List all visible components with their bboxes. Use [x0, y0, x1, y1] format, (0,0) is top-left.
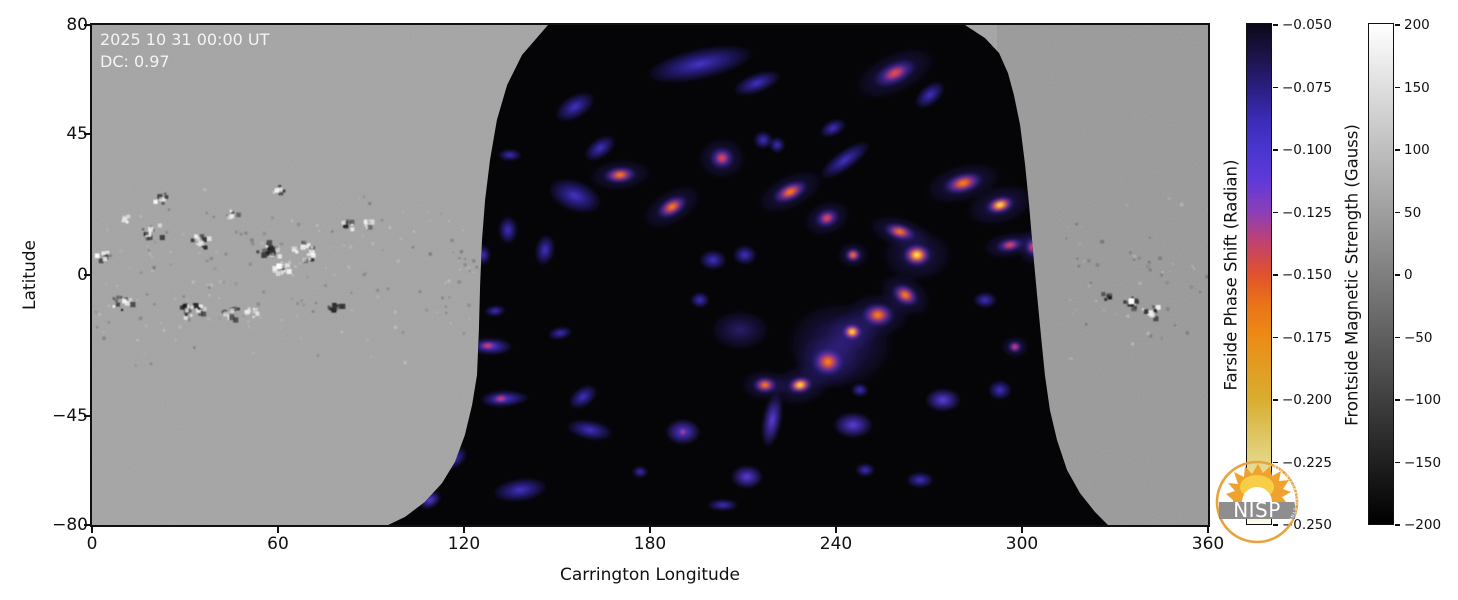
colorbar-tick-label: 150 — [1404, 79, 1430, 96]
colorbar-tick-label: −0.150 — [1282, 267, 1332, 283]
colorbar-tick-label: −100 — [1404, 392, 1442, 408]
colorbar-tick-mark — [1395, 274, 1400, 276]
logo-ring — [1215, 460, 1299, 544]
x-tick-mark — [91, 527, 93, 533]
colorbar-tick-label: −0.225 — [1282, 454, 1332, 471]
colorbar-tick-mark — [1395, 24, 1400, 26]
colorbar-tick-mark — [1395, 524, 1400, 526]
colorbar-tick-mark — [1395, 336, 1400, 339]
x-tick-label: 60 — [267, 534, 289, 554]
colorbar-tick-mark — [1273, 211, 1278, 214]
y-tick-mark — [84, 274, 90, 276]
y-tick-mark — [84, 524, 90, 526]
colorbar-tick-label: −200 — [1404, 517, 1442, 533]
colorbar-tick-label: −0.100 — [1282, 142, 1332, 158]
x-tick-mark — [1207, 527, 1209, 533]
x-tick-label: 240 — [819, 534, 853, 554]
x-axis-title: Carrington Longitude — [559, 565, 741, 585]
colorbar-tick-mark — [1273, 86, 1278, 89]
y-tick-label: 0 — [77, 265, 88, 285]
y-tick-label: 45 — [66, 124, 88, 145]
colorbar-tick-label: −150 — [1404, 454, 1442, 471]
x-tick-label: 180 — [633, 534, 667, 554]
frontside-colorbar-title: Frontside Magnetic Strength (Gauss) — [1342, 124, 1362, 426]
y-tick-mark — [84, 414, 90, 417]
x-tick-mark — [277, 527, 279, 533]
logo-dome — [1242, 487, 1272, 502]
colorbar-tick-mark — [1395, 211, 1400, 214]
y-tick-label: −80 — [52, 515, 88, 535]
timestamp-annotation: 2025 10 31 00:00 UT DC: 0.97 — [100, 29, 269, 73]
colorbar-tick-mark — [1273, 24, 1278, 26]
colorbar-tick-mark — [1273, 149, 1278, 151]
x-tick-mark — [649, 527, 651, 533]
plot-area: 2025 10 31 00:00 UT DC: 0.97 NISP NSO IN… — [90, 23, 1299, 544]
colorbar-tick-mark — [1395, 149, 1400, 151]
colorbar-tick-label: 200 — [1404, 17, 1430, 33]
y-tick-label: 80 — [66, 15, 88, 35]
colorbar-tick-label: −0.175 — [1282, 329, 1332, 346]
colorbar-tick-mark — [1395, 86, 1400, 89]
heatmap-canvas — [92, 25, 1208, 525]
dc-value-text: DC: 0.97 — [100, 52, 170, 71]
farside-colorbar-title: Farside Phase Shift (Radian) — [1221, 159, 1241, 391]
colorbar-tick-label: −0.075 — [1282, 79, 1332, 96]
colorbar-tick-label: 100 — [1404, 142, 1430, 158]
x-tick-label: 0 — [86, 534, 98, 554]
timestamp-text: 2025 10 31 00:00 UT — [100, 30, 270, 49]
colorbar-tick-label: −0.200 — [1282, 392, 1332, 408]
x-tick-label: 360 — [1191, 534, 1225, 554]
colorbar-tick-label: 0 — [1404, 267, 1413, 283]
colorbar-tick-mark — [1273, 461, 1278, 464]
y-tick-mark — [84, 24, 90, 26]
y-tick-label: −45 — [52, 405, 88, 426]
logo-text: NISP — [1233, 498, 1281, 522]
frontside-colorbar — [1368, 23, 1394, 525]
x-tick-mark — [463, 527, 465, 533]
colorbar-tick-mark — [1273, 524, 1278, 526]
logo-band — [1219, 502, 1295, 519]
x-tick-label: 300 — [1005, 534, 1039, 554]
colorbar-tick-label: −50 — [1404, 329, 1433, 346]
colorbar-tick-label: −0.050 — [1282, 17, 1332, 33]
farside-colorbar — [1246, 23, 1272, 525]
y-tick-mark — [84, 133, 90, 136]
colorbar-tick-label: −0.250 — [1282, 517, 1332, 533]
x-tick-mark — [1021, 527, 1023, 533]
x-tick-mark — [835, 527, 837, 533]
nisp-logo: NISP NSO INTEGRATED SYNOPTIC PROGRAM — [1213, 458, 1299, 544]
colorbar-tick-mark — [1273, 336, 1278, 339]
colorbar-tick-mark — [1273, 274, 1278, 276]
colorbar-tick-label: 50 — [1404, 204, 1422, 221]
colorbar-tick-label: −0.125 — [1282, 204, 1332, 221]
colorbar-tick-mark — [1395, 461, 1400, 464]
colorbar-tick-mark — [1273, 399, 1278, 401]
x-tick-label: 120 — [447, 534, 481, 554]
colorbar-tick-mark — [1395, 399, 1400, 401]
